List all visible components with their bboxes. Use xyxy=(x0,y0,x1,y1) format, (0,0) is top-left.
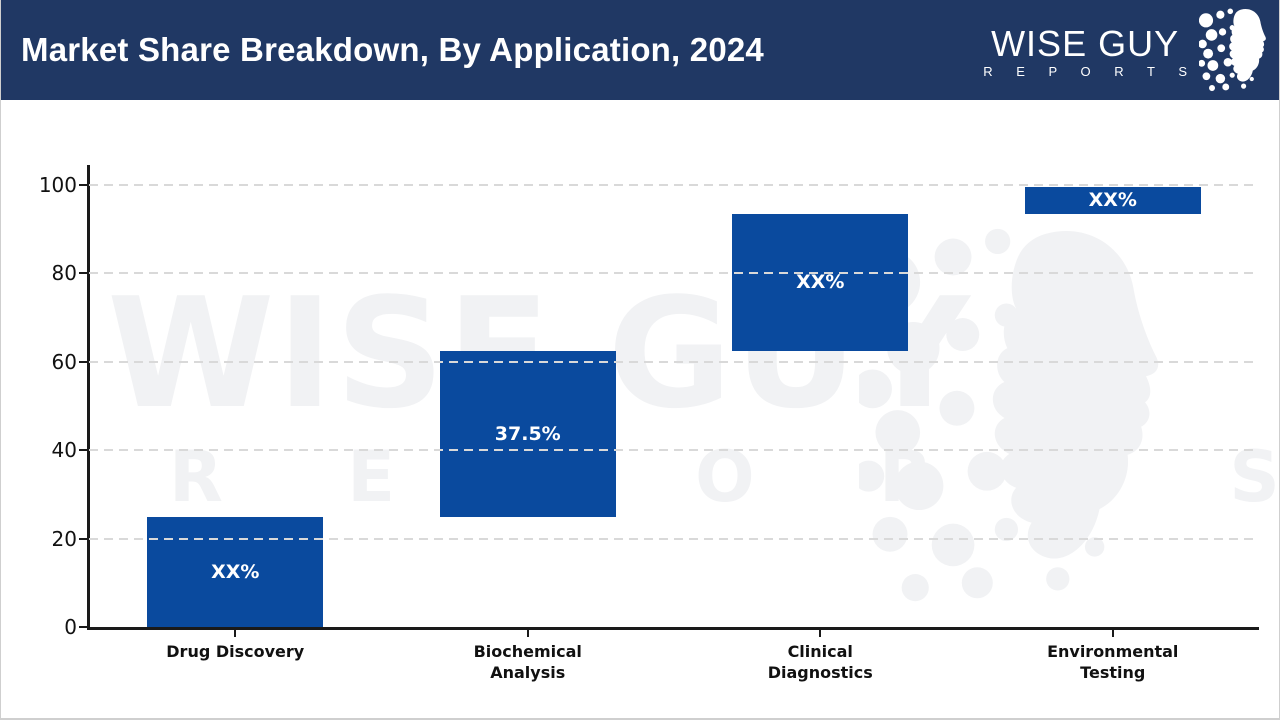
bar-value-label-environmental-testing: XX% xyxy=(1088,189,1137,212)
header-bar: Market Share Breakdown, By Application, … xyxy=(1,0,1279,100)
page-title: Market Share Breakdown, By Application, … xyxy=(21,31,764,68)
x-category-label-environmental-testing: Environmental Testing xyxy=(1047,642,1179,682)
x-tick-clinical-diagnostics xyxy=(819,630,822,637)
wiseguy-logo-text: WISE GUY R E P O R T S xyxy=(973,22,1197,80)
x-tick-biochemical-analysis xyxy=(526,630,529,637)
y-tick-label-0: 0 xyxy=(64,615,77,639)
y-tick-60 xyxy=(79,360,87,363)
waterfall-chart: 0 20 40 60 80 100 XX% Drug Discovery 37.5% Bioche… xyxy=(1,100,1279,718)
x-tick-drug-discovery xyxy=(234,630,237,637)
y-tick-label-40: 40 xyxy=(51,438,77,463)
gridline-100 xyxy=(89,184,1259,186)
bar-drug-discovery: XX% xyxy=(147,516,324,627)
bar-biochemical-analysis: 37.5% xyxy=(439,350,616,517)
logo-subtext: R E P O R T S xyxy=(983,63,1197,79)
y-tick-0 xyxy=(79,626,87,628)
gridline-20 xyxy=(89,537,1259,540)
x-category-label-drug-discovery: Drug Discovery xyxy=(166,642,305,661)
y-tick-80 xyxy=(79,272,87,275)
gridline-60 xyxy=(89,360,1259,363)
wiseguy-head-icon xyxy=(1199,8,1266,92)
x-category-label-biochemical-analysis: Biochemical Analysis xyxy=(473,642,582,682)
y-tick-label-80: 80 xyxy=(51,261,77,286)
logo-wordmark: WISE GUY xyxy=(991,22,1180,64)
gridline-80 xyxy=(89,272,1259,275)
y-axis-line xyxy=(87,165,90,630)
y-tick-label-100: 100 xyxy=(38,173,77,197)
x-category-label-clinical-diagnostics: Clinical Diagnostics xyxy=(767,642,873,682)
x-axis-line xyxy=(87,627,1259,630)
bar-value-label-biochemical-analysis: 37.5% xyxy=(494,422,561,445)
wiseguy-logo: WISE GUY R E P O R T S xyxy=(973,7,1271,93)
bar-clinical-diagnostics: XX% xyxy=(732,213,909,351)
y-tick-label-20: 20 xyxy=(51,526,77,551)
y-tick-20 xyxy=(79,537,87,540)
y-tick-label-60: 60 xyxy=(51,349,77,374)
bar-value-label-drug-discovery: XX% xyxy=(211,560,260,583)
x-tick-environmental-testing xyxy=(1111,630,1114,637)
y-tick-100 xyxy=(79,184,87,186)
gridline-40 xyxy=(89,449,1259,452)
y-tick-40 xyxy=(79,449,87,452)
bar-value-label-clinical-diagnostics: XX% xyxy=(796,271,845,294)
bar-environmental-testing: XX% xyxy=(1024,187,1201,214)
